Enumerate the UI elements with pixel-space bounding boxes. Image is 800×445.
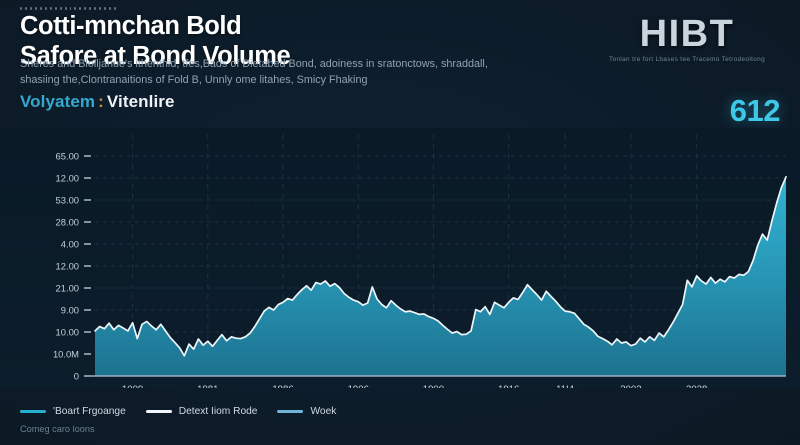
legend-label-1: Detext Iiom Rode (178, 406, 258, 417)
svg-text:4.00: 4.00 (61, 238, 79, 249)
svg-text:0: 0 (74, 370, 79, 381)
page-subtitle-line-2: shasiing the,Clontranaitions of Fold B, … (20, 73, 368, 86)
svg-text:2002: 2002 (620, 384, 641, 388)
svg-text:2028: 2028 (686, 384, 707, 388)
svg-text:1916: 1916 (498, 384, 519, 388)
brand-logo: HIBT (639, 13, 735, 55)
svg-text:1986: 1986 (272, 384, 293, 388)
svg-text:10.0M: 10.0M (53, 348, 79, 359)
legend-label-2: Woek (310, 406, 337, 417)
svg-text:1906: 1906 (348, 384, 369, 388)
chart-kicker: Volyatem: Vitenlire (20, 92, 175, 112)
decorative-dot-rule (20, 7, 117, 11)
svg-text:12.00: 12.00 (56, 172, 79, 183)
y-axis-ticks: 65.00 12.00 53.00 28.00 4.00 12.00 21.00 9.00 10… (53, 150, 91, 381)
legend-swatch-icon-1 (145, 410, 172, 413)
chart-legend: 'Boart Frgoange Detext Iiom Rode Woek (20, 406, 336, 417)
legend-swatch-icon-0 (20, 410, 46, 413)
brand-tagline: Tonlan tre fort Lbases tee Tracemo Tetro… (609, 56, 765, 64)
x-axis-ticks: 1009 1981 1986 1906 1900 1916 11I4 2002 2028 (122, 384, 707, 388)
svg-text:12.00: 12.00 (56, 260, 79, 271)
series-line (94, 176, 787, 357)
svg-text:28.00: 28.00 (56, 216, 79, 227)
svg-text:1009: 1009 (122, 384, 143, 388)
svg-text:11I4: 11I4 (556, 384, 575, 388)
legend-label-0: 'Boart Frgoange (53, 406, 126, 417)
metric-value: 612 (729, 93, 781, 128)
svg-text:21.00: 21.00 (56, 282, 79, 293)
series-area (95, 176, 786, 376)
kicker-separator: : (98, 92, 104, 111)
svg-text:65.00: 65.00 (56, 150, 79, 161)
page-subtitle: Sheres and Bloiljanue's ithenthid, tfes,… (20, 57, 640, 89)
kicker-secondary: Vitenlire (106, 92, 175, 111)
svg-text:9.00: 9.00 (61, 304, 79, 315)
page-title-line-2: Safore at Bond Volume (20, 41, 291, 70)
brand-block: HIBT Tonlan tre fort Lbases tee Tracemo … (592, 13, 782, 64)
svg-text:10.00: 10.00 (56, 326, 79, 337)
area-chart: 65.00 12.00 53.00 28.00 4.00 12.00 21.00 9.00 10… (0, 128, 800, 388)
legend-item-2[interactable]: Woek (277, 406, 336, 417)
page-title-line-1: Cotti-mnchan Bold (20, 12, 242, 40)
chart-container: 65.00 12.00 53.00 28.00 4.00 12.00 21.00 9.00 10… (0, 128, 800, 388)
kicker-primary: Volyatem (20, 92, 96, 111)
legend-footnote: Comeg caro loons (20, 424, 95, 434)
svg-text:1900: 1900 (423, 384, 444, 388)
page-subtitle-line-1: Sheres and Bloiljanue's ithenthid, tfes,… (20, 58, 488, 70)
legend-swatch-icon-2 (277, 410, 304, 413)
legend-item-1[interactable]: Detext Iiom Rode (145, 406, 258, 417)
legend-item-0[interactable]: 'Boart Frgoange (20, 406, 126, 417)
page-title: Cotti-mnchan Bold Safore at Bond Volume (20, 12, 480, 71)
svg-text:1981: 1981 (197, 384, 218, 388)
svg-text:53.00: 53.00 (56, 194, 79, 205)
